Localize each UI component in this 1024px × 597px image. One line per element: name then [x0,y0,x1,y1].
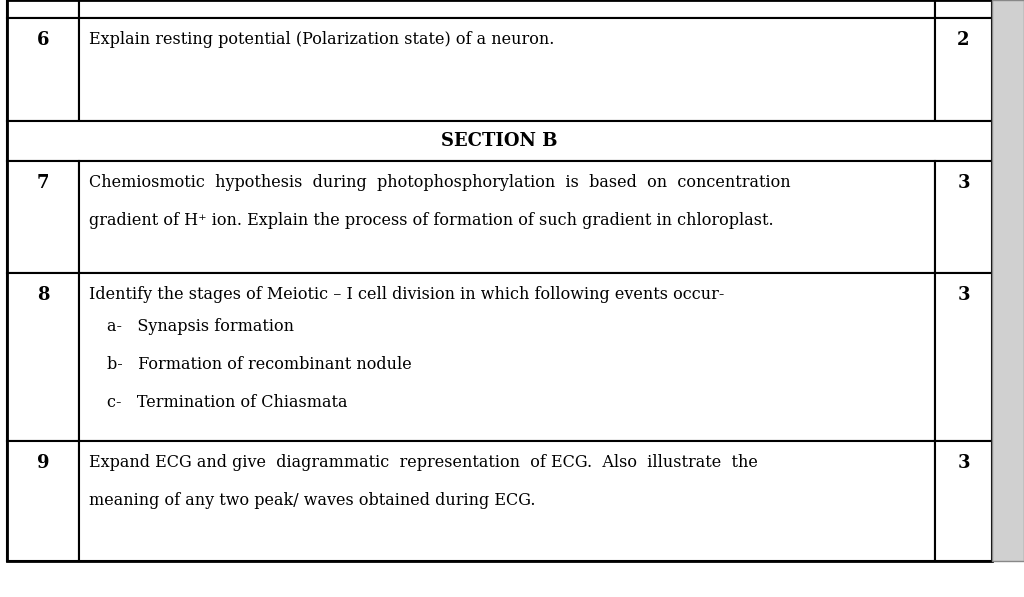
Text: meaning of any two peak/ waves obtained during ECG.: meaning of any two peak/ waves obtained … [89,492,536,509]
Text: Expand ECG and give  diagrammatic  representation  of ECG.  Also  illustrate  th: Expand ECG and give diagrammatic represe… [89,454,758,471]
Text: 3: 3 [957,454,970,472]
Text: 3: 3 [957,286,970,304]
Bar [79,441,935,561]
Text: 6: 6 [37,31,49,49]
Bar [935,441,992,561]
Text: b-   Formation of recombinant nodule: b- Formation of recombinant nodule [106,356,412,373]
Text: a-   Synapsis formation: a- Synapsis formation [106,318,294,335]
Bar [7,441,79,561]
Text: Explain resting potential (Polarization state) of a neuron.: Explain resting potential (Polarization … [89,31,554,48]
Bar [79,0,935,18]
Bar [79,273,935,441]
Text: gradient of H⁺ ion. Explain the process of formation of such gradient in chlorop: gradient of H⁺ ion. Explain the process … [89,212,773,229]
Text: 2: 2 [957,31,970,49]
Bar [935,161,992,273]
Bar [7,161,79,273]
Bar [935,273,992,441]
Text: 7: 7 [37,174,49,192]
Text: c-   Termination of Chiasmata: c- Termination of Chiasmata [106,394,347,411]
Text: 8: 8 [37,286,49,304]
Text: 9: 9 [37,454,49,472]
Text: 3: 3 [957,174,970,192]
Bar [79,161,935,273]
Bar [7,18,79,121]
Text: SECTION B: SECTION B [441,132,558,150]
Bar [935,18,992,121]
Bar [935,0,992,18]
Bar [79,18,935,121]
Bar [7,0,79,18]
Bar [7,121,992,161]
Bar [992,0,1024,561]
Text: Chemiosmotic  hypothesis  during  photophosphorylation  is  based  on  concentra: Chemiosmotic hypothesis during photophos… [89,174,791,191]
Bar [7,273,79,441]
Text: Identify the stages of Meiotic – I cell division in which following events occur: Identify the stages of Meiotic – I cell … [89,286,724,303]
